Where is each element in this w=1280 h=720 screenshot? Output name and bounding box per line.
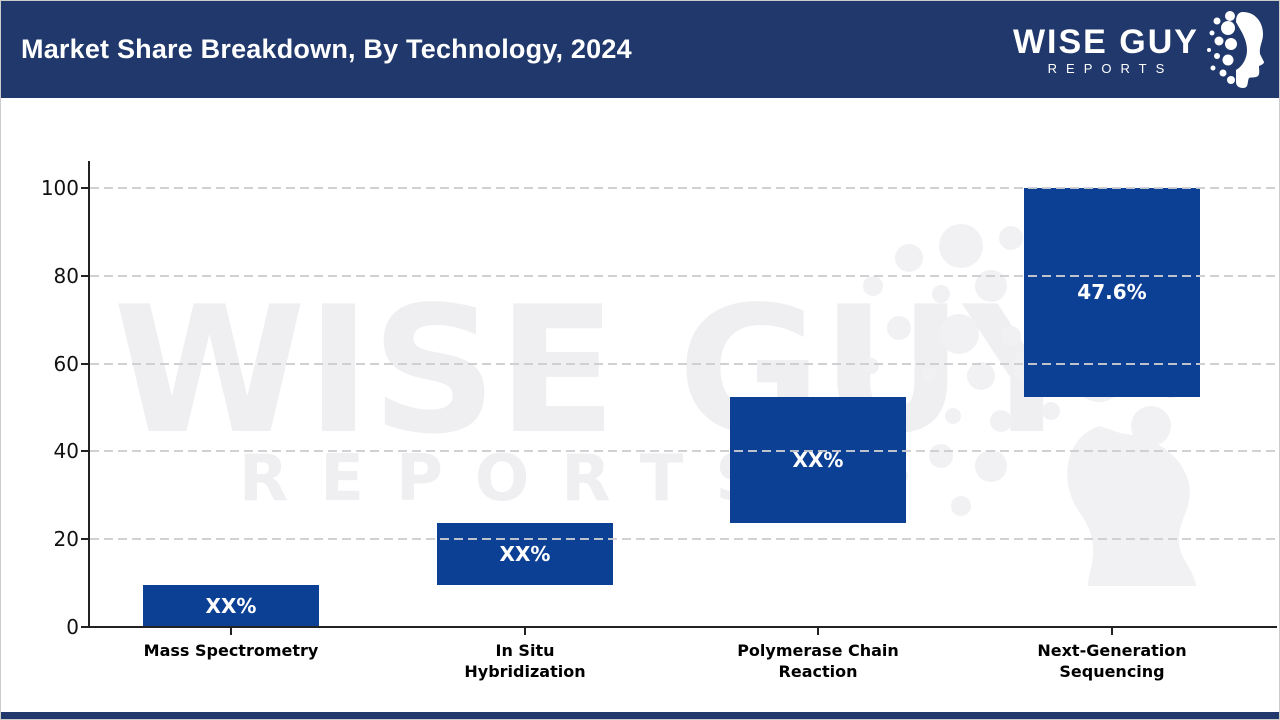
category-label-line: Hybridization (464, 662, 586, 681)
category-label-line: In Situ (495, 641, 555, 660)
category-label: Polymerase Chain Reaction (698, 640, 938, 682)
x-tick-mark (1111, 628, 1113, 635)
logo-subtitle: REPORTS (1047, 60, 1174, 76)
x-tick-mark (230, 628, 232, 635)
y-tick-label: 0 (66, 615, 79, 639)
logo-wordmark: WISE GUY (1012, 22, 1199, 61)
y-tick-label: 100 (40, 176, 79, 200)
y-tick-label: 20 (53, 527, 79, 552)
y-axis (88, 161, 90, 628)
y-tick-label: 40 (53, 439, 79, 464)
bar-value-label: XX% (205, 594, 257, 619)
bar-value-label: 47.6% (1077, 280, 1147, 305)
watermark-subtitle: REPORTS (239, 442, 794, 516)
category-label-line: Sequencing (1059, 662, 1165, 681)
x-tick-mark (524, 628, 526, 635)
x-axis (88, 626, 1277, 628)
gridline (90, 362, 1277, 365)
y-tick-label: 60 (53, 351, 79, 376)
gridline (90, 274, 1277, 277)
y-tick-mark (81, 626, 88, 628)
category-label: Next-Generation Sequencing (992, 640, 1232, 682)
header-bar: Market Share Breakdown, By Technology, 2… (1, 1, 1279, 98)
gridline (90, 187, 1277, 189)
y-tick-mark (81, 187, 88, 189)
y-tick-mark (81, 362, 88, 365)
category-label: In Situ Hybridization (405, 640, 645, 682)
bar-value-label: XX% (499, 541, 551, 566)
category-label-line: Next-Generation (1037, 641, 1187, 660)
bar-segment: 47.6% (1024, 188, 1200, 397)
logo-head-icon (1207, 10, 1264, 88)
gridline (90, 538, 1277, 541)
y-tick-mark (81, 274, 88, 277)
bar-segment: XX% (730, 396, 906, 523)
y-tick-mark (81, 450, 88, 453)
y-tick-label: 80 (53, 263, 79, 288)
y-tick-mark (81, 538, 88, 541)
wise-guy-logo: WISE GUY REPORTS (1013, 8, 1265, 92)
bar-segment: XX% (143, 585, 319, 627)
bar-segment: XX% (437, 522, 613, 586)
footer-bar (1, 712, 1279, 719)
category-label: Mass Spectrometry (111, 640, 351, 661)
category-label-line: Reaction (778, 662, 858, 681)
page-title: Market Share Breakdown, By Technology, 2… (21, 34, 632, 64)
x-tick-mark (817, 628, 819, 635)
category-label-line: Mass Spectrometry (143, 641, 319, 660)
gridline (90, 450, 1277, 453)
category-label-line: Polymerase Chain (737, 641, 899, 660)
